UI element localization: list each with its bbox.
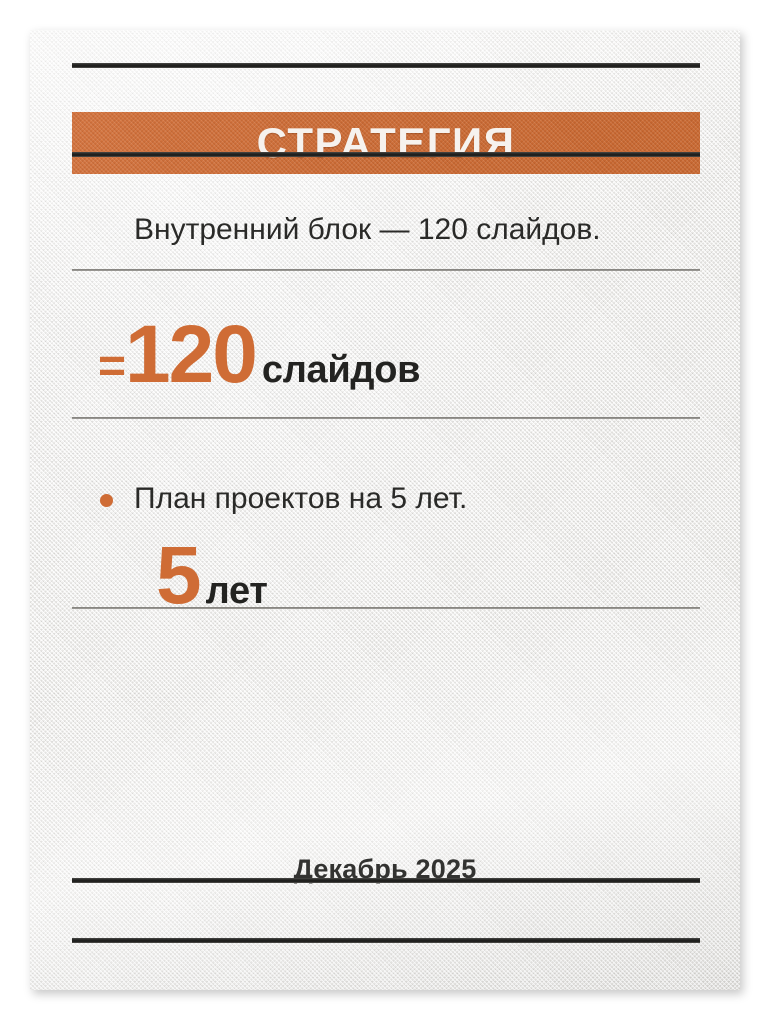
rule-under-banner xyxy=(72,152,700,157)
stat-years-unit: лет xyxy=(205,570,268,612)
bullet-item-plan: План проектов на 5 лет. xyxy=(100,482,467,516)
banner-title: СТРАТЕГИЯ xyxy=(256,119,516,166)
rule-footer-lower xyxy=(72,938,700,943)
stat-years-value: 5 xyxy=(156,530,202,621)
rule-below-stat-years xyxy=(72,607,700,609)
statement-line-slides: Внутренний блок — 120 слайдов. xyxy=(134,213,601,246)
stat-slides-unit: слайдов xyxy=(261,349,421,391)
bullet-dot-icon xyxy=(100,494,113,508)
bullet-item-plan-label: План проектов на 5 лет. xyxy=(134,482,468,515)
slide-content: СТРАТЕГИЯ Внутренний блок — 120 слайдов.… xyxy=(30,30,740,990)
rule-top xyxy=(72,63,700,68)
stat-slides: = 120 слайдов xyxy=(98,309,421,400)
title-banner: СТРАТЕГИЯ xyxy=(72,112,700,174)
stat-years: 5 лет xyxy=(156,535,268,617)
stat-slides-value: 120 xyxy=(125,309,258,400)
rule-above-stat-slides xyxy=(72,269,700,271)
rule-footer-upper xyxy=(72,878,700,883)
stat-slides-prefix: = xyxy=(98,340,126,393)
rule-below-stat-slides xyxy=(72,417,700,419)
slide-card: СТРАТЕГИЯ Внутренний блок — 120 слайдов.… xyxy=(30,30,740,990)
